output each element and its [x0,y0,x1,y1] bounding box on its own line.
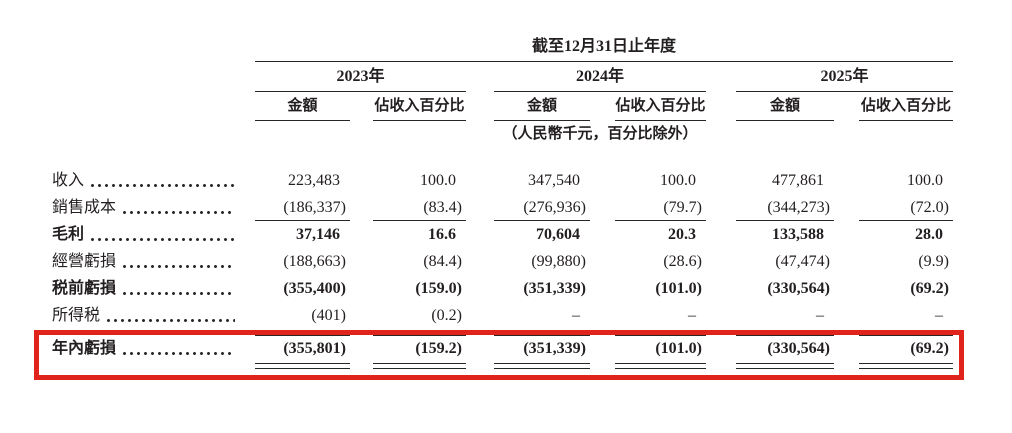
table-cell: (79.7) [615,194,706,221]
double-rule [494,363,590,369]
row-label: 所得税 [52,302,255,329]
table-cell: (355,400) [283,280,346,297]
table-cell: (69.2) [910,280,949,297]
table-cell: – [935,307,943,324]
dot-leader [123,211,235,214]
table-cell: (84.4) [423,253,462,270]
table-cell: 37,146 [296,226,340,243]
double-rule [615,363,706,369]
total-value: (330,564) [767,340,830,357]
dot-leader [123,265,235,268]
table-cell: (47,474) [775,253,830,270]
row-label: 經營虧損 [52,248,255,275]
year-header-2025: 2025年 [736,62,953,92]
total-cell: (351,339) [494,329,590,381]
units-note: （人民幣千元，百分比除外） [502,126,698,142]
table-cell: (72.0) [859,194,953,221]
table-cell: (344,273) [736,194,834,221]
row-label-text: 税前虧損 [52,280,117,297]
table-cell: 347,540 [528,172,580,189]
table-cell: (330,564) [767,280,830,297]
dot-leader [107,319,235,322]
table-title: 截至12月31日止年度 [255,36,953,62]
total-value: (101.0) [655,340,702,357]
total-cell: (355,801) [255,329,350,381]
row-label-text: 毛利 [52,226,85,243]
table-cell: (401) [311,307,346,324]
row-label: 毛利 [52,221,255,248]
double-rule [736,363,834,369]
table-cell: – [816,307,824,324]
dot-leader [91,184,235,187]
table-cell: 100.0 [420,172,456,189]
double-rule [373,363,466,369]
table-cell: 100.0 [907,172,943,189]
col-header-percent-2025: 佔收入百分比 [859,92,953,121]
table-cell: 223,483 [288,172,340,189]
row-label: 銷售成本 [52,194,255,221]
col-header-amount-2024: 金額 [494,92,590,121]
table-cell: 70,604 [536,226,580,243]
total-cell: (330,564) [736,329,834,381]
table-cell: (99,880) [531,253,586,270]
single-rule [615,335,706,336]
col-header-percent-2023: 佔收入百分比 [373,92,466,121]
row-label: 收入 [52,167,255,194]
single-rule [494,335,590,336]
table-cell: (9.9) [918,253,949,270]
row-label: 税前虧損 [52,275,255,302]
table-cell: (159.0) [415,280,462,297]
dot-leader [91,238,235,241]
row-label-text: 銷售成本 [52,199,117,216]
dot-leader [123,352,235,355]
total-cell: (69.2) [859,329,953,381]
table-cell: 16.6 [428,226,456,243]
total-value: (355,801) [283,340,346,357]
table-cell: (0.2) [431,307,462,324]
single-rule [255,335,350,336]
year-header-2023: 2023年 [255,62,466,92]
double-rule [859,363,953,369]
total-cell: (159.2) [373,329,466,381]
table-cell: 477,861 [772,172,824,189]
table-cell: (186,337) [255,194,350,221]
table-cell: 100.0 [660,172,696,189]
col-header-amount-2025: 金額 [736,92,834,121]
col-header-percent-2024: 佔收入百分比 [615,92,706,121]
dot-leader [123,292,235,295]
single-rule [373,335,466,336]
table-cell: (188,663) [283,253,346,270]
total-value: (69.2) [910,340,949,357]
single-rule [859,335,953,336]
table-cell: 28.0 [915,226,943,243]
total-value: (159.2) [415,340,462,357]
row-label-text: 所得税 [52,307,101,324]
table-cell: 20.3 [668,226,696,243]
col-header-amount-2023: 金額 [255,92,350,121]
table-cell: – [688,307,696,324]
row-label-text: 收入 [52,172,85,189]
table-cell: (28.6) [663,253,702,270]
table-grid: 截至12月31日止年度 2023年 2024年 2025年 金額 佔收入百分比 … [52,36,953,381]
table-cell: (351,339) [523,280,586,297]
total-row-label: 年內虧損 [52,335,255,362]
table-cell: (101.0) [655,280,702,297]
table-cell: 133,588 [772,226,824,243]
table-cell: – [572,307,580,324]
table-cell: (83.4) [373,194,466,221]
table-cell: (276,936) [494,194,590,221]
row-label-text: 經營虧損 [52,253,117,270]
row-label-text: 年內虧損 [52,340,117,357]
double-rule [255,363,350,369]
total-value: (351,339) [523,340,586,357]
year-header-2024: 2024年 [494,62,706,92]
total-cell: (101.0) [615,329,706,381]
single-rule [736,335,834,336]
